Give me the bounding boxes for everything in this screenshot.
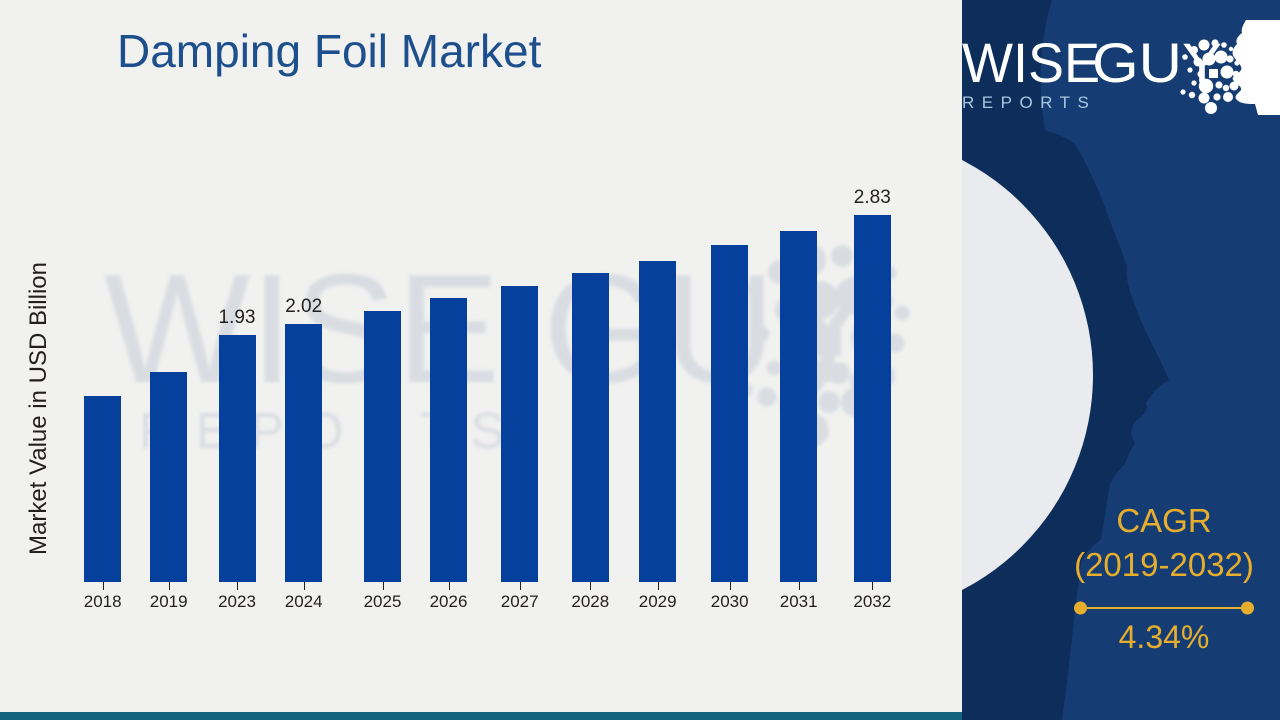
svg-text:REPORTS: REPORTS — [962, 93, 1096, 112]
svg-text:GUY: GUY — [1092, 31, 1222, 94]
svg-text:WISE: WISE — [962, 31, 1100, 94]
